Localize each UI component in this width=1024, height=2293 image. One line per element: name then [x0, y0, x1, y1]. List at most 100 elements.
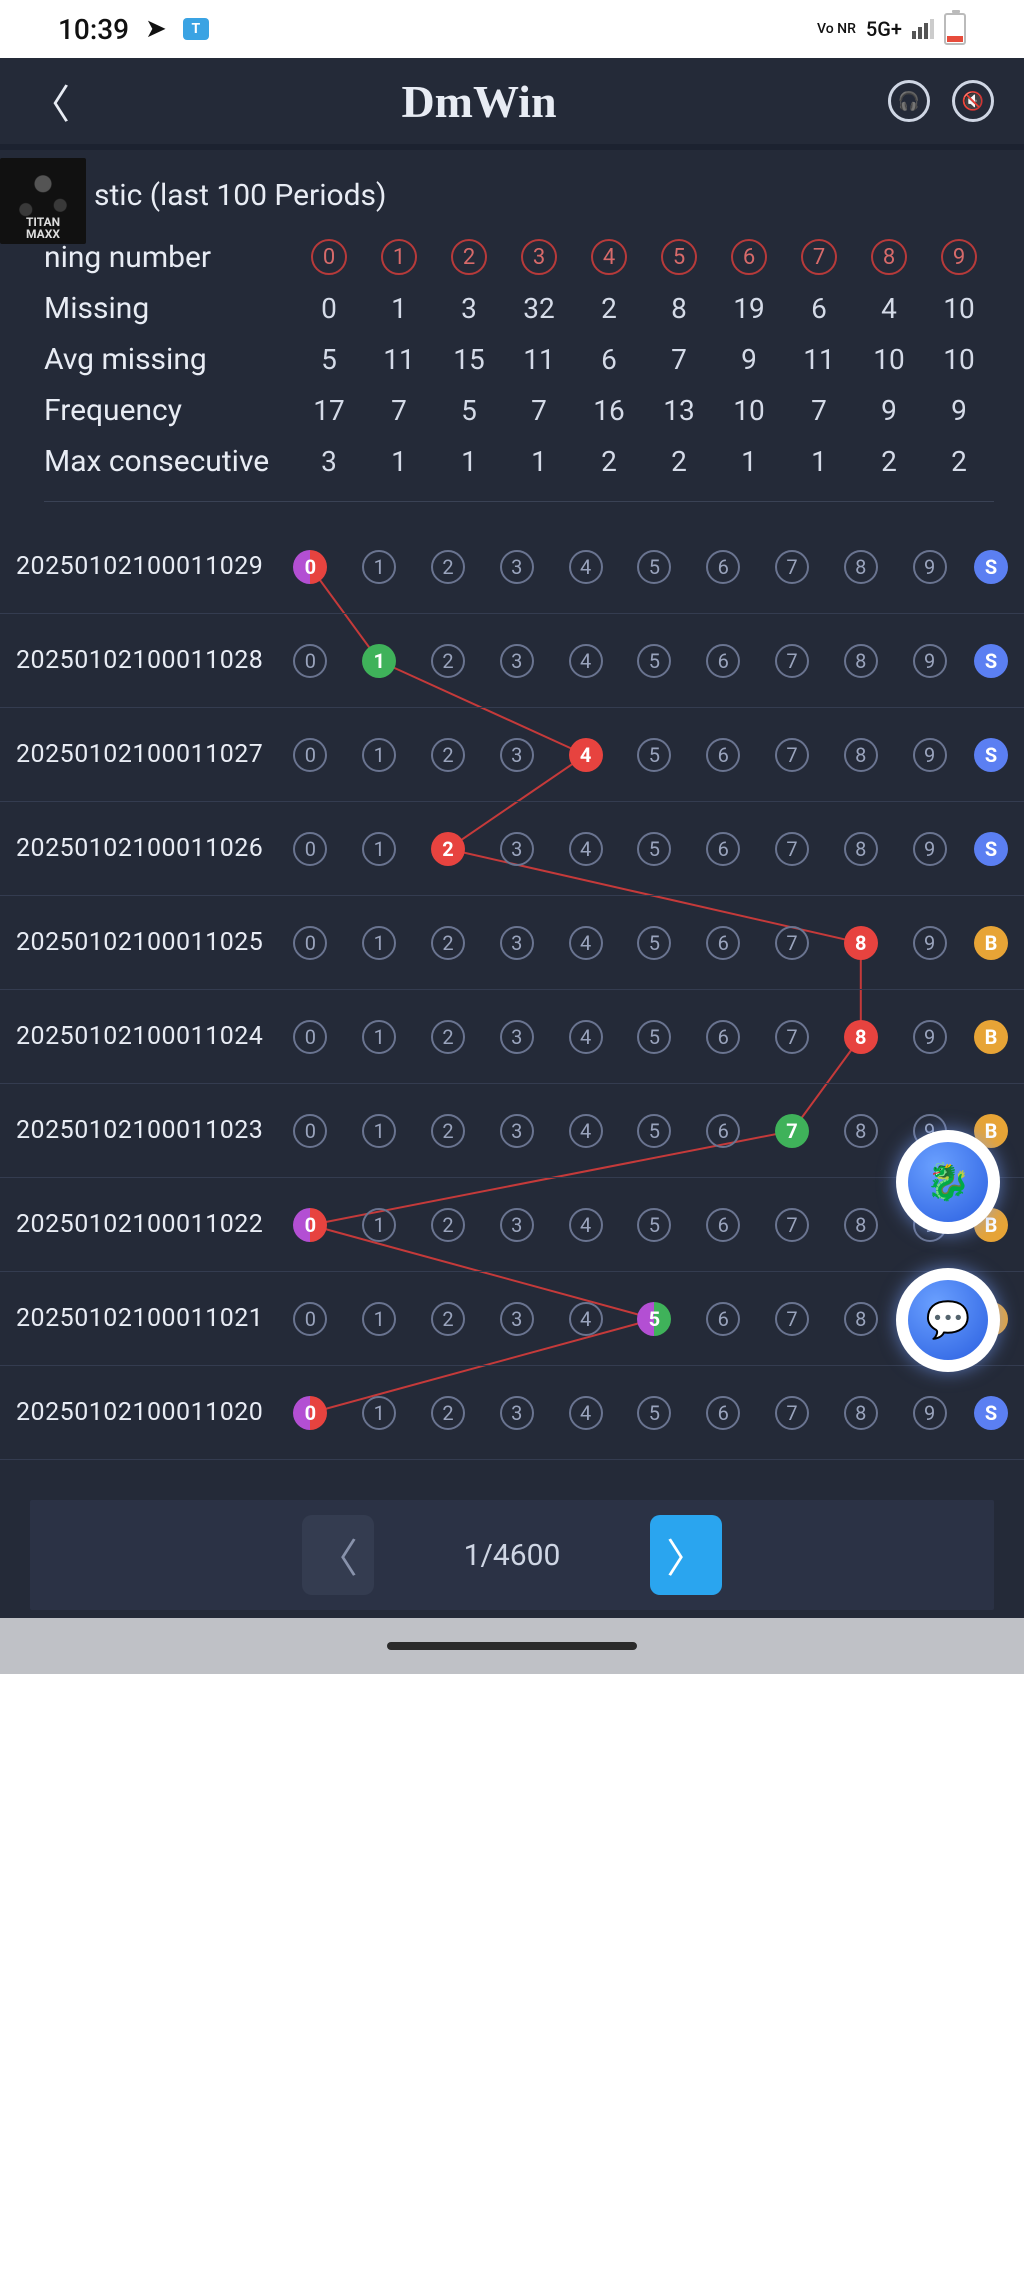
header-ball-1: 1 [381, 239, 417, 275]
pager-prev-button[interactable]: 〈 [302, 1515, 374, 1595]
stats-value: 7 [784, 394, 854, 427]
number-ball-9: 9 [913, 926, 947, 960]
number-ball-5: 5 [637, 1208, 671, 1242]
promo-thumbnail[interactable]: TITAN MAXX [0, 158, 86, 244]
size-tag: S [974, 550, 1008, 584]
number-ball-8: 8 [844, 832, 878, 866]
stats-value: 1 [434, 445, 504, 478]
number-ball-1: 1 [362, 1208, 396, 1242]
stats-value: 1 [504, 445, 574, 478]
period-row[interactable]: 202501021000110270123456789S [0, 708, 1024, 802]
sound-off-icon[interactable]: 🔇 [952, 80, 994, 122]
number-ball-2: 2 [431, 1020, 465, 1054]
stats-value: 7 [364, 394, 434, 427]
period-row[interactable]: 202501021000110210123456789B [0, 1272, 1024, 1366]
support-icon[interactable]: 🎧 [888, 80, 930, 122]
stats-value: 2 [574, 445, 644, 478]
number-ball-3: 3 [500, 738, 534, 772]
number-ball-4: 4 [569, 1020, 603, 1054]
fab-chat[interactable]: 💬 [896, 1268, 1000, 1372]
stats-row: Frequency17757161310799 [44, 385, 994, 436]
stats-value: 6 [574, 343, 644, 376]
number-ball-3: 3 [500, 1208, 534, 1242]
number-ball-0: 0 [293, 832, 327, 866]
period-row[interactable]: 202501021000110290123456789S [0, 520, 1024, 614]
number-ball-7: 7 [775, 1114, 809, 1148]
number-ball-1: 1 [362, 644, 396, 678]
number-ball-5: 5 [637, 738, 671, 772]
number-ball-0: 0 [293, 550, 327, 584]
size-tag: B [974, 926, 1008, 960]
number-ball-4: 4 [569, 644, 603, 678]
app-header: 〈 DmWin 🎧 🔇 [0, 58, 1024, 150]
period-row[interactable]: 202501021000110240123456789B [0, 990, 1024, 1084]
number-ball-9: 9 [913, 644, 947, 678]
number-ball-4: 4 [569, 1302, 603, 1336]
stats-value: 5 [294, 343, 364, 376]
number-ball-2: 2 [431, 926, 465, 960]
period-row[interactable]: 202501021000110220123456789B [0, 1178, 1024, 1272]
stats-value: 19 [714, 292, 784, 325]
number-ball-8: 8 [844, 1020, 878, 1054]
number-ball-5: 5 [637, 926, 671, 960]
number-ball-8: 8 [844, 738, 878, 772]
number-ball-5: 5 [637, 1302, 671, 1336]
period-id: 20250102100011029 [16, 552, 276, 581]
number-ball-1: 1 [362, 738, 396, 772]
number-ball-0: 0 [293, 1208, 327, 1242]
number-ball-6: 6 [706, 1114, 740, 1148]
network-label: 5G+ [866, 17, 902, 41]
stats-value: 4 [854, 292, 924, 325]
number-ball-7: 7 [775, 1020, 809, 1054]
size-tag: S [974, 832, 1008, 866]
number-ball-7: 7 [775, 1302, 809, 1336]
thumb-line2: MAXX [26, 227, 60, 241]
number-ball-6: 6 [706, 832, 740, 866]
number-ball-7: 7 [775, 1208, 809, 1242]
size-tag: B [974, 1020, 1008, 1054]
pager-next-button[interactable]: 〉 [650, 1515, 722, 1595]
period-row[interactable]: 202501021000110260123456789S [0, 802, 1024, 896]
stats-value: 13 [644, 394, 714, 427]
stats-row: Max consecutive3111221122 [44, 436, 994, 487]
number-ball-5: 5 [637, 832, 671, 866]
fab-dragon[interactable]: 🐉 [896, 1130, 1000, 1234]
period-row[interactable]: 202501021000110230123456789B [0, 1084, 1024, 1178]
number-ball-0: 0 [293, 1302, 327, 1336]
number-ball-6: 6 [706, 550, 740, 584]
number-ball-6: 6 [706, 1302, 740, 1336]
stats-value: 6 [784, 292, 854, 325]
header-ball-6: 6 [731, 239, 767, 275]
stats-value: 10 [714, 394, 784, 427]
size-tag: S [974, 738, 1008, 772]
period-id: 20250102100011028 [16, 646, 276, 675]
period-id: 20250102100011023 [16, 1116, 276, 1145]
number-ball-9: 9 [913, 550, 947, 584]
number-ball-7: 7 [775, 926, 809, 960]
number-ball-5: 5 [637, 1020, 671, 1054]
stats-title: stic (last 100 Periods) [44, 160, 994, 231]
system-nav-bar [0, 1618, 1024, 1674]
number-ball-3: 3 [500, 644, 534, 678]
number-ball-7: 7 [775, 550, 809, 584]
number-ball-2: 2 [431, 1396, 465, 1430]
number-ball-0: 0 [293, 926, 327, 960]
stats-value: 7 [504, 394, 574, 427]
period-id: 20250102100011021 [16, 1304, 276, 1333]
pager: 〈 1/4600 〉 [30, 1500, 994, 1610]
number-ball-9: 9 [913, 1020, 947, 1054]
number-ball-1: 1 [362, 1020, 396, 1054]
signal-icon [912, 19, 934, 39]
number-ball-8: 8 [844, 1208, 878, 1242]
stats-row: Avg missing5111511679111010 [44, 334, 994, 385]
period-row[interactable]: 202501021000110280123456789S [0, 614, 1024, 708]
period-row[interactable]: 202501021000110250123456789B [0, 896, 1024, 990]
status-bar: 10:39 ➤ T Vo NR 5G+ [0, 0, 1024, 58]
stats-header-row: ning number 0123456789 [44, 231, 994, 283]
number-ball-4: 4 [569, 1114, 603, 1148]
stats-value: 5 [434, 394, 504, 427]
stats-panel: stic (last 100 Periods) ning number 0123… [0, 150, 1024, 520]
back-button[interactable]: 〈 [30, 72, 70, 130]
period-row[interactable]: 202501021000110200123456789S [0, 1366, 1024, 1460]
number-ball-3: 3 [500, 1020, 534, 1054]
